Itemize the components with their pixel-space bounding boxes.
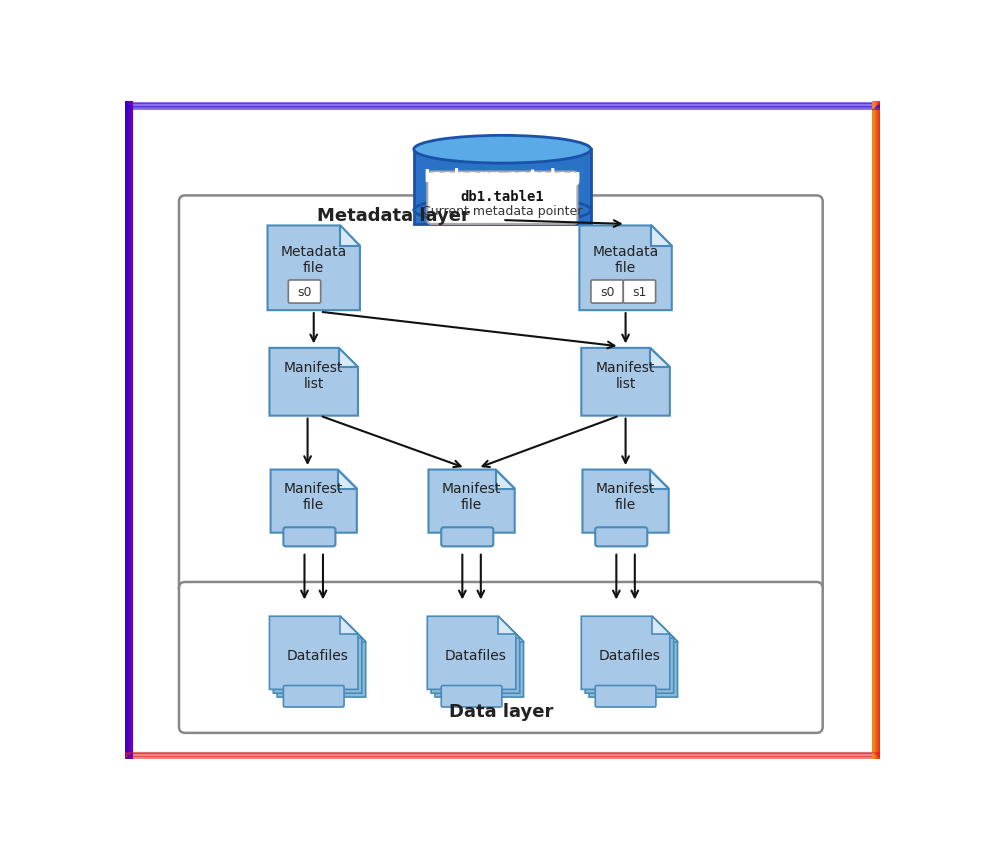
Text: Manifest
file: Manifest file [595, 481, 655, 512]
Polygon shape [585, 620, 674, 693]
Text: s0: s0 [297, 286, 312, 299]
Polygon shape [650, 349, 670, 368]
FancyBboxPatch shape [595, 686, 656, 707]
FancyBboxPatch shape [441, 528, 493, 547]
FancyBboxPatch shape [284, 686, 344, 707]
Text: Metadata
file: Metadata file [281, 245, 347, 276]
FancyBboxPatch shape [591, 281, 623, 304]
Polygon shape [348, 624, 366, 641]
Text: Manifest
list: Manifest list [284, 361, 343, 391]
Polygon shape [582, 617, 670, 689]
Ellipse shape [414, 136, 591, 164]
Polygon shape [435, 624, 524, 697]
Text: Iceberg catalog: Iceberg catalog [424, 167, 581, 186]
Polygon shape [582, 349, 670, 416]
Polygon shape [429, 470, 515, 533]
Text: Manifest
list: Manifest list [595, 361, 655, 391]
Polygon shape [652, 617, 670, 634]
Text: Manifest
file: Manifest file [284, 481, 343, 512]
FancyBboxPatch shape [288, 281, 321, 304]
Text: s0: s0 [599, 286, 614, 299]
Polygon shape [340, 617, 358, 634]
Ellipse shape [414, 197, 591, 224]
Polygon shape [337, 470, 357, 489]
Text: Current metadata pointer: Current metadata pointer [422, 205, 583, 218]
Text: Datafiles: Datafiles [286, 648, 348, 662]
Text: db1.table1: db1.table1 [460, 190, 544, 204]
Text: Metadata
file: Metadata file [593, 245, 658, 276]
Polygon shape [432, 620, 520, 693]
Polygon shape [338, 349, 358, 368]
Polygon shape [498, 617, 516, 634]
Polygon shape [339, 226, 360, 247]
FancyBboxPatch shape [179, 196, 823, 595]
Polygon shape [270, 349, 358, 416]
Polygon shape [502, 620, 520, 638]
Text: Datafiles: Datafiles [598, 648, 660, 662]
Polygon shape [495, 470, 515, 489]
FancyBboxPatch shape [595, 528, 647, 547]
FancyBboxPatch shape [131, 108, 874, 753]
Polygon shape [583, 470, 669, 533]
FancyBboxPatch shape [428, 172, 578, 224]
FancyBboxPatch shape [441, 686, 502, 707]
FancyBboxPatch shape [623, 281, 655, 304]
Polygon shape [271, 470, 357, 533]
Polygon shape [506, 624, 524, 641]
Text: Data layer: Data layer [448, 703, 553, 721]
Text: s1: s1 [632, 286, 646, 299]
Polygon shape [651, 226, 672, 247]
Text: Metadata layer: Metadata layer [317, 207, 470, 225]
FancyBboxPatch shape [179, 583, 823, 733]
Text: Manifest
file: Manifest file [441, 481, 501, 512]
Polygon shape [589, 624, 678, 697]
Polygon shape [649, 470, 669, 489]
Polygon shape [660, 624, 678, 641]
Polygon shape [274, 620, 362, 693]
Polygon shape [270, 617, 358, 689]
FancyBboxPatch shape [414, 150, 591, 224]
Polygon shape [428, 617, 516, 689]
Polygon shape [278, 624, 366, 697]
Polygon shape [580, 226, 672, 310]
Text: Datafiles: Datafiles [444, 648, 506, 662]
FancyBboxPatch shape [284, 528, 336, 547]
Polygon shape [656, 620, 674, 638]
Polygon shape [268, 226, 360, 310]
Polygon shape [344, 620, 362, 638]
